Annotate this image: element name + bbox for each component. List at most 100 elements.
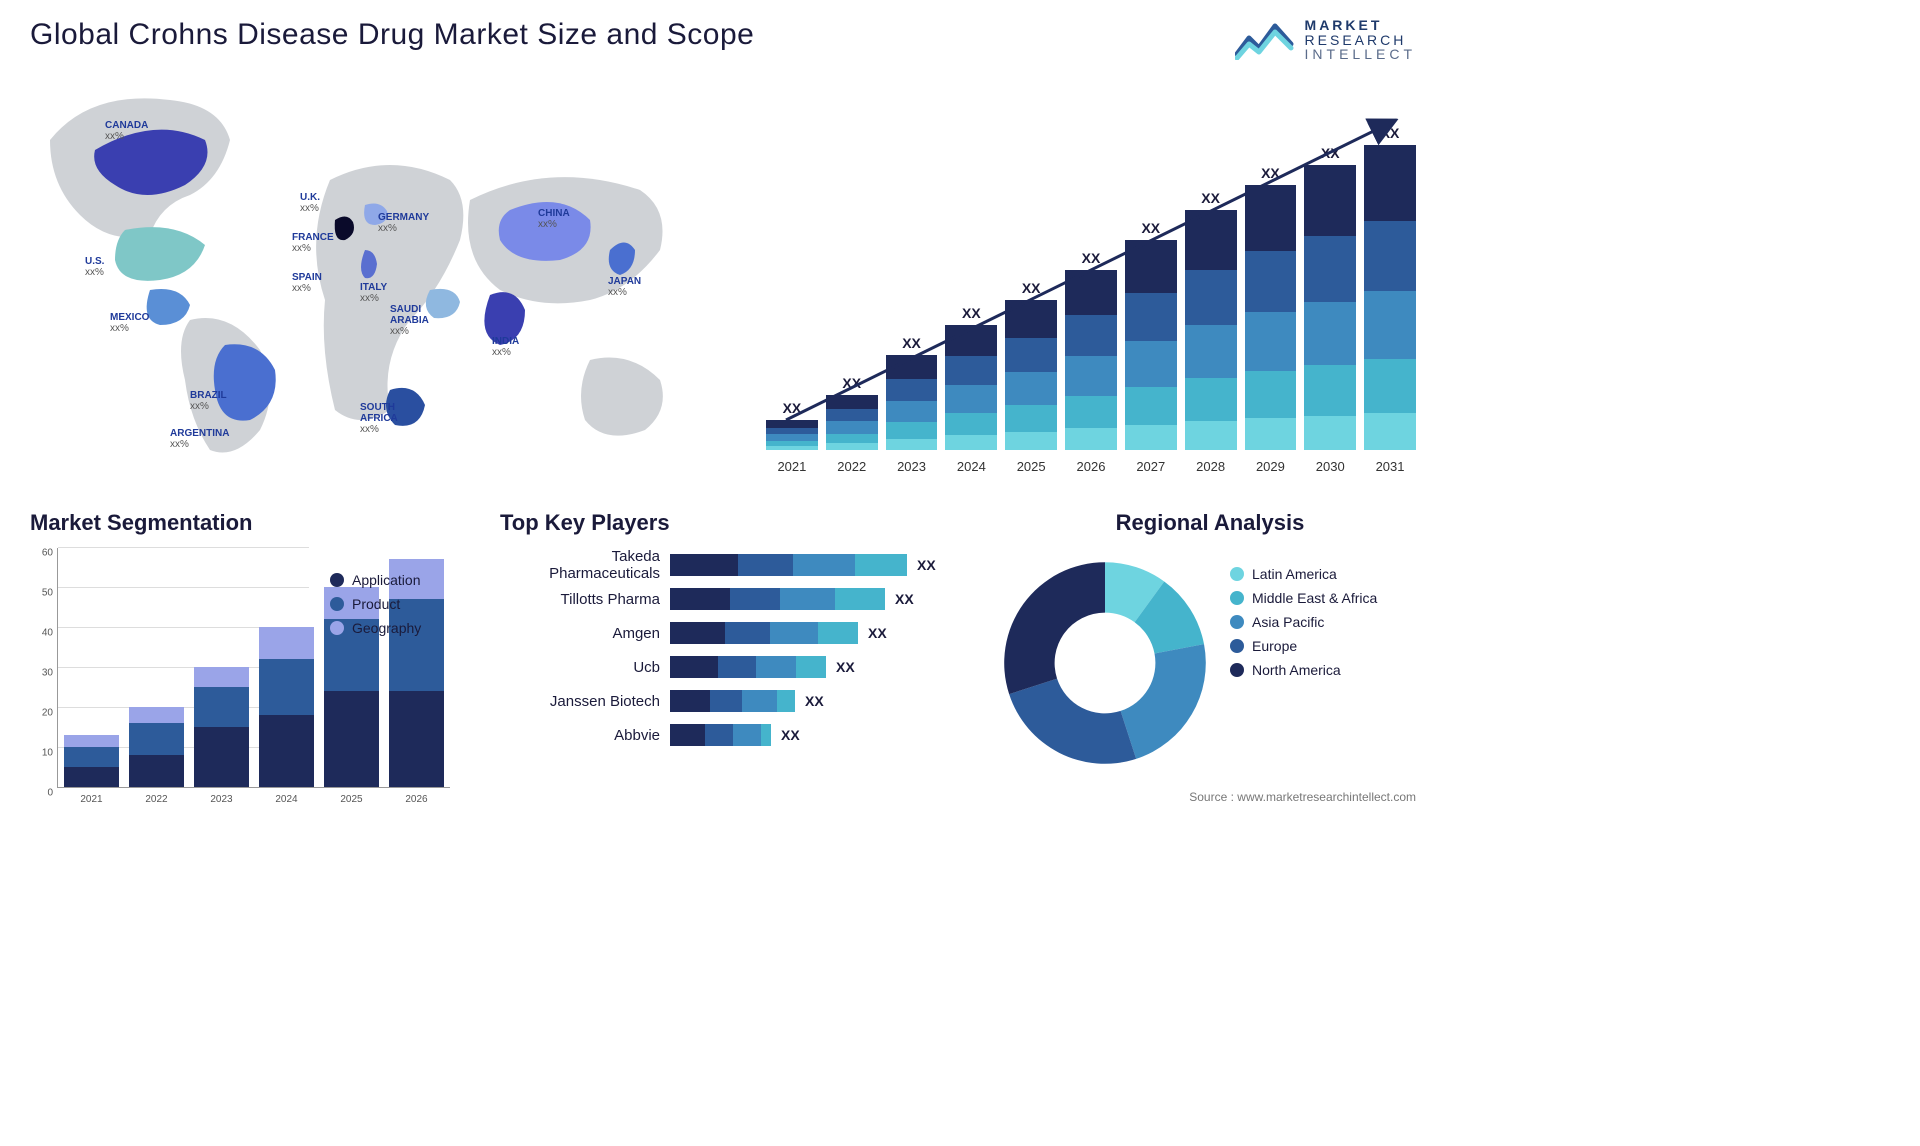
growth-bar: XX2021 [766,400,818,450]
donut-slice [1009,679,1136,764]
growth-bar-value: XX [1261,165,1280,181]
growth-bar-year: 2025 [1017,459,1046,474]
seg-bar: 2023 [194,667,249,787]
growth-bar-value: XX [1141,220,1160,236]
growth-bar-year: 2030 [1316,459,1345,474]
growth-bar-year: 2023 [897,459,926,474]
growth-bar-value: XX [1082,250,1101,266]
map-label: U.S.xx% [85,256,104,278]
growth-bar-value: XX [1201,190,1220,206]
regional-legend: Latin AmericaMiddle East & AfricaAsia Pa… [1230,558,1377,768]
map-label: CANADAxx% [105,120,148,142]
growth-bar-year: 2021 [777,459,806,474]
growth-bar-year: 2024 [957,459,986,474]
legend-item: Europe [1230,638,1377,654]
logo-text-1: MARKET [1305,18,1416,33]
players-heading: Top Key Players [500,510,960,536]
seg-ytick: 0 [47,788,53,799]
player-value: XX [836,659,855,675]
seg-bar-year: 2026 [405,794,427,805]
source-attribution: Source : www.marketresearchintellect.com [1189,790,1416,804]
growth-bar-year: 2028 [1196,459,1225,474]
growth-bar-value: XX [902,335,921,351]
seg-bar: 2021 [64,735,119,787]
donut-slice [1004,562,1105,694]
legend-item: Application [330,572,421,588]
donut-slice [1121,644,1206,759]
world-map-panel: CANADAxx% U.S.xx% MEXICOxx% BRAZILxx% ARGENT… [30,80,700,480]
legend-item: Product [330,596,421,612]
seg-bar-year: 2021 [80,794,102,805]
seg-ytick: 60 [42,548,53,559]
growth-bar: XX2031 [1364,125,1416,450]
map-label: GERMANYxx% [378,212,429,234]
growth-bar: XX2026 [1065,250,1117,450]
map-label: MEXICOxx% [110,312,149,334]
seg-ytick: 20 [42,708,53,719]
growth-bar-value: XX [783,400,802,416]
player-row: Tillotts PharmaXX [500,582,960,616]
map-label: ITALYxx% [360,282,387,304]
segmentation-legend: Application Product Geography [330,564,421,644]
growth-bar-year: 2026 [1077,459,1106,474]
seg-bar-year: 2023 [210,794,232,805]
growth-bar-year: 2031 [1376,459,1405,474]
map-label: U.K.xx% [300,192,320,214]
player-row: Janssen Biotech XX [500,684,960,718]
logo-text-2: RESEARCH [1305,33,1416,48]
growth-bar: XX2022 [826,375,878,450]
player-name: Takeda Pharmaceuticals [500,548,670,582]
logo-text-3: INTELLECT [1305,47,1416,62]
players-panel: Top Key Players Takeda Pharmaceuticals XX… [500,510,960,752]
segmentation-panel: Market Segmentation 0102030405060 202120… [30,510,450,788]
seg-bar-year: 2024 [275,794,297,805]
legend-item: North America [1230,662,1377,678]
growth-bar-value: XX [1321,145,1340,161]
regional-heading: Regional Analysis [1000,510,1420,536]
player-row: AbbvieXX [500,718,960,752]
player-value: XX [895,591,914,607]
player-name: Abbvie [500,727,670,744]
growth-chart: XX2021XX2022XX2023XX2024XX2025XX2026XX20… [766,90,1416,480]
map-label: ARGENTINAxx% [170,428,229,450]
player-row: UcbXX [500,650,960,684]
player-name: Janssen Biotech [500,693,670,710]
players-chart: Takeda PharmaceuticalsXXTillotts PharmaX… [500,548,960,752]
map-label: INDIAxx% [492,336,519,358]
seg-ytick: 30 [42,668,53,679]
logo-mark-icon [1235,20,1295,60]
seg-bar-year: 2025 [340,794,362,805]
regional-donut-chart [1000,558,1210,768]
player-row: AmgenXX [500,616,960,650]
player-value: XX [805,693,824,709]
growth-bar-value: XX [842,375,861,391]
growth-bar-value: XX [962,305,981,321]
map-label: SPAINxx% [292,272,322,294]
brand-logo: MARKET RESEARCH INTELLECT [1235,18,1416,62]
map-label: FRANCExx% [292,232,334,254]
map-label: SOUTHAFRICAxx% [360,402,398,435]
legend-item: Geography [330,620,421,636]
seg-bar: 2024 [259,627,314,787]
growth-bar: XX2023 [886,335,938,450]
growth-bar: XX2027 [1125,220,1177,450]
legend-item: Middle East & Africa [1230,590,1377,606]
growth-bar: XX2030 [1304,145,1356,450]
segmentation-heading: Market Segmentation [30,510,450,536]
map-label: BRAZILxx% [190,390,227,412]
map-label: JAPANxx% [608,276,641,298]
map-label: CHINAxx% [538,208,570,230]
regional-panel: Regional Analysis Latin AmericaMiddle Ea… [1000,510,1420,768]
player-row: Takeda Pharmaceuticals XX [500,548,960,582]
growth-bar: XX2029 [1245,165,1297,450]
seg-ytick: 50 [42,588,53,599]
growth-bar-year: 2029 [1256,459,1285,474]
map-label: SAUDIARABIAxx% [390,304,429,337]
growth-bar-year: 2027 [1136,459,1165,474]
player-value: XX [917,557,936,573]
player-name: Amgen [500,625,670,642]
growth-bar-value: XX [1022,280,1041,296]
seg-bar: 2022 [129,707,184,787]
seg-ytick: 40 [42,628,53,639]
legend-item: Asia Pacific [1230,614,1377,630]
